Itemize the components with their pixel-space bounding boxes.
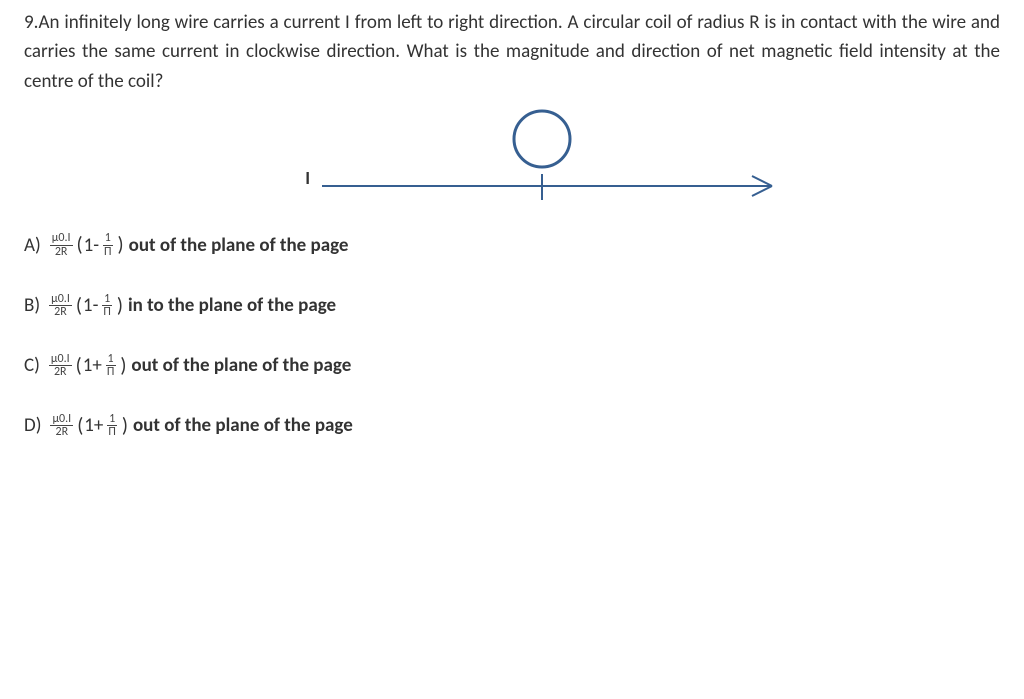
- operator: +: [92, 354, 101, 377]
- fraction-numerator: μ0.I: [50, 232, 73, 246]
- option-d: D) μ0.I 2R ( 1 + 1 Π ) out of the plane …: [24, 413, 1000, 439]
- one-text: 1: [83, 354, 93, 377]
- option-c: C) μ0.I 2R ( 1 + 1 Π ) out of the plane …: [24, 353, 1000, 379]
- option-tail: out of the plane of the page: [129, 234, 349, 257]
- open-paren: (: [77, 414, 83, 438]
- operator: -: [93, 294, 99, 317]
- fraction-numerator: 1: [103, 232, 113, 246]
- fraction-denominator: Π: [101, 306, 112, 319]
- fraction-pi: 1 Π: [102, 232, 113, 258]
- fraction-pi: 1 Π: [105, 353, 116, 379]
- fraction-denominator: Π: [106, 426, 117, 439]
- close-paren: ): [117, 294, 123, 318]
- option-tail: out of the plane of the page: [133, 414, 353, 437]
- fraction-numerator: 1: [106, 353, 116, 367]
- option-b: B) μ0.I 2R ( 1 - 1 Π ) in to the plane o…: [24, 293, 1000, 319]
- option-label: D): [24, 414, 41, 437]
- page-root: 9.An infinitely long wire carries a curr…: [0, 0, 1024, 439]
- diagram-container: I: [24, 104, 1000, 214]
- close-paren: ): [120, 354, 126, 378]
- fraction-denominator: 2R: [52, 306, 69, 319]
- open-paren: (: [76, 294, 82, 318]
- fraction-denominator: 2R: [52, 366, 69, 379]
- fraction-main: μ0.I 2R: [50, 413, 73, 439]
- option-label: A): [24, 234, 41, 257]
- fraction-numerator: μ0.I: [50, 413, 73, 427]
- option-label: B): [24, 294, 40, 317]
- fraction-main: μ0.I 2R: [49, 353, 72, 379]
- fraction-denominator: 2R: [54, 426, 71, 439]
- fraction-numerator: μ0.I: [49, 353, 72, 367]
- close-paren: ): [118, 233, 124, 257]
- operator: +: [94, 414, 103, 437]
- close-paren: ): [122, 414, 128, 438]
- option-label: C): [24, 354, 40, 377]
- question-text: 9.An infinitely long wire carries a curr…: [24, 8, 1000, 96]
- fraction-numerator: μ0.I: [49, 293, 72, 307]
- fraction-numerator: 1: [107, 413, 117, 427]
- option-tail: out of the plane of the page: [131, 354, 351, 377]
- fraction-pi: 1 Π: [106, 413, 117, 439]
- arrow-head-line: [752, 186, 772, 196]
- option-a: A) μ0.I 2R ( 1 - 1 Π ) out of the plane …: [24, 232, 1000, 258]
- fraction-pi: 1 Π: [101, 293, 112, 319]
- fraction-denominator: Π: [102, 246, 113, 259]
- fraction-denominator: Π: [105, 366, 116, 379]
- question-number: 9.: [24, 11, 39, 34]
- options-list: A) μ0.I 2R ( 1 - 1 Π ) out of the plane …: [24, 232, 1000, 439]
- one-text: 1: [84, 414, 94, 437]
- open-paren: (: [77, 233, 83, 257]
- operator: -: [93, 234, 99, 257]
- option-tail: in to the plane of the page: [128, 294, 336, 317]
- arrow-head-line: [752, 176, 772, 186]
- coil-circle: [514, 111, 570, 167]
- current-label: I: [305, 167, 310, 189]
- one-text: 1: [84, 234, 94, 257]
- fraction-denominator: 2R: [53, 246, 70, 259]
- one-text: 1: [83, 294, 93, 317]
- fraction-numerator: 1: [102, 293, 112, 307]
- fraction-main: μ0.I 2R: [49, 293, 72, 319]
- physics-diagram: I: [232, 104, 792, 214]
- fraction-main: μ0.I 2R: [50, 232, 73, 258]
- question-body: An infinitely long wire carries a curren…: [24, 11, 1000, 93]
- open-paren: (: [76, 354, 82, 378]
